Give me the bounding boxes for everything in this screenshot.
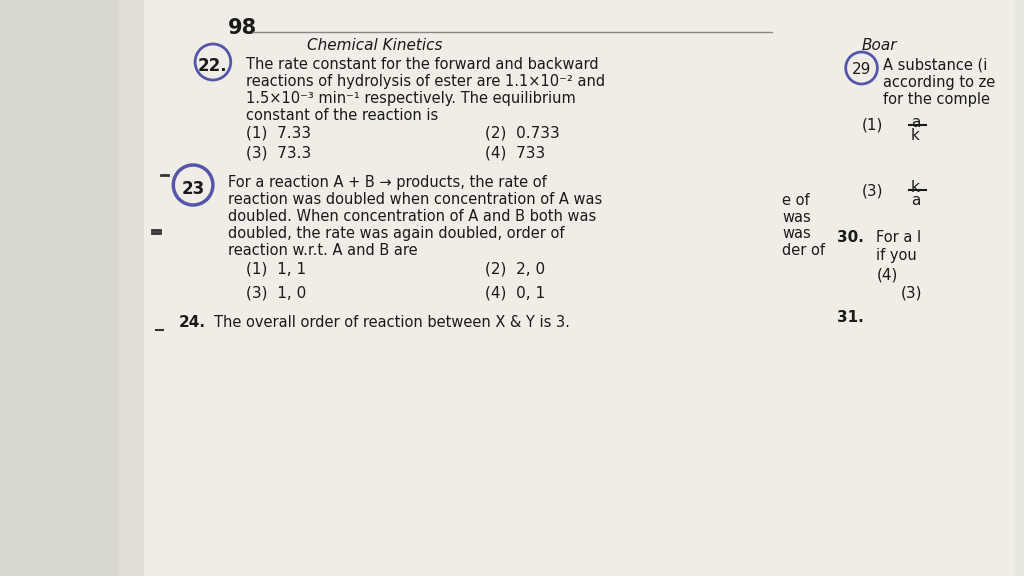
Text: a: a [911, 115, 921, 130]
Text: (3)  73.3: (3) 73.3 [246, 145, 311, 160]
Text: k: k [911, 128, 920, 143]
Text: Chemical Kinetics: Chemical Kinetics [307, 38, 442, 53]
Text: (1)  1, 1: (1) 1, 1 [246, 262, 306, 277]
Text: k: k [911, 180, 920, 195]
Text: The overall order of reaction between X & Y is 3.: The overall order of reaction between X … [214, 315, 569, 330]
Text: (4)  733: (4) 733 [485, 145, 546, 160]
FancyBboxPatch shape [132, 0, 1014, 576]
Text: 23: 23 [181, 180, 205, 198]
Polygon shape [119, 0, 1014, 576]
Polygon shape [0, 0, 129, 576]
Text: 29: 29 [852, 62, 871, 77]
Text: (3)  1, 0: (3) 1, 0 [246, 285, 306, 300]
Text: 30.: 30. [837, 230, 863, 245]
Text: 31.: 31. [837, 310, 863, 325]
Text: according to ze: according to ze [884, 75, 995, 90]
Text: for the comple: for the comple [884, 92, 990, 107]
Text: if you: if you [877, 248, 918, 263]
Text: was: was [782, 226, 811, 241]
Text: reaction was doubled when concentration of A was: reaction was doubled when concentration … [227, 192, 602, 207]
Text: (1)  7.33: (1) 7.33 [246, 125, 310, 140]
Text: (4)  0, 1: (4) 0, 1 [485, 285, 546, 300]
Text: reaction w.r.t. A and B are: reaction w.r.t. A and B are [227, 243, 418, 258]
FancyBboxPatch shape [0, 0, 172, 576]
Text: doubled, the rate was again doubled, order of: doubled, the rate was again doubled, ord… [227, 226, 564, 241]
Polygon shape [119, 0, 143, 576]
Text: (1): (1) [861, 118, 883, 133]
Text: reactions of hydrolysis of ester are 1.1×10⁻² and: reactions of hydrolysis of ester are 1.1… [246, 74, 605, 89]
Text: For a reaction A + B → products, the rate of: For a reaction A + B → products, the rat… [227, 175, 547, 190]
Text: For a l: For a l [877, 230, 922, 245]
Text: 1.5×10⁻³ min⁻¹ respectively. The equilibrium: 1.5×10⁻³ min⁻¹ respectively. The equilib… [246, 91, 575, 106]
Text: The rate constant for the forward and backward: The rate constant for the forward and ba… [246, 57, 598, 72]
Text: doubled. When concentration of A and B both was: doubled. When concentration of A and B b… [227, 209, 596, 224]
Text: 22.: 22. [198, 57, 227, 75]
Text: der of: der of [782, 243, 825, 258]
Text: (2)  0.733: (2) 0.733 [485, 125, 560, 140]
Text: (3): (3) [861, 183, 883, 198]
Text: (2)  2, 0: (2) 2, 0 [485, 262, 546, 277]
Text: (4): (4) [877, 267, 898, 282]
Text: (3): (3) [901, 285, 923, 300]
Text: e of: e of [782, 193, 810, 208]
Text: Boar: Boar [861, 38, 897, 53]
Text: was: was [782, 210, 811, 225]
Text: a: a [911, 193, 921, 208]
Text: A substance (i: A substance (i [884, 58, 988, 73]
Text: 24.: 24. [178, 315, 205, 330]
Text: constant of the reaction is: constant of the reaction is [246, 108, 438, 123]
Text: 98: 98 [228, 18, 257, 38]
